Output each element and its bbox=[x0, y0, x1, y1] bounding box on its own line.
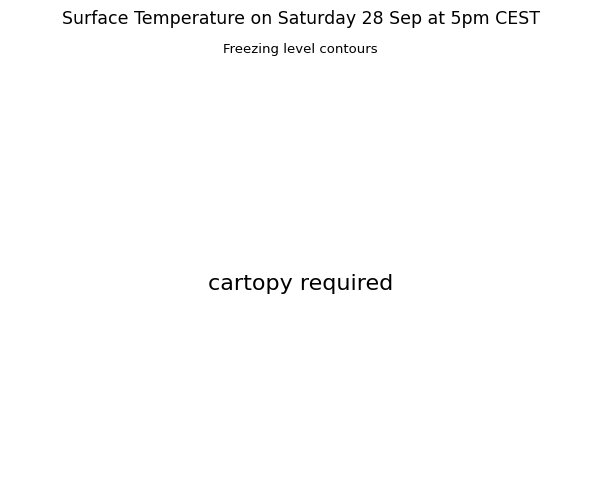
Text: Surface Temperature on Saturday 28 Sep at 5pm CEST: Surface Temperature on Saturday 28 Sep a… bbox=[61, 10, 540, 28]
Text: cartopy required: cartopy required bbox=[208, 274, 393, 293]
Text: Freezing level contours: Freezing level contours bbox=[223, 43, 378, 55]
